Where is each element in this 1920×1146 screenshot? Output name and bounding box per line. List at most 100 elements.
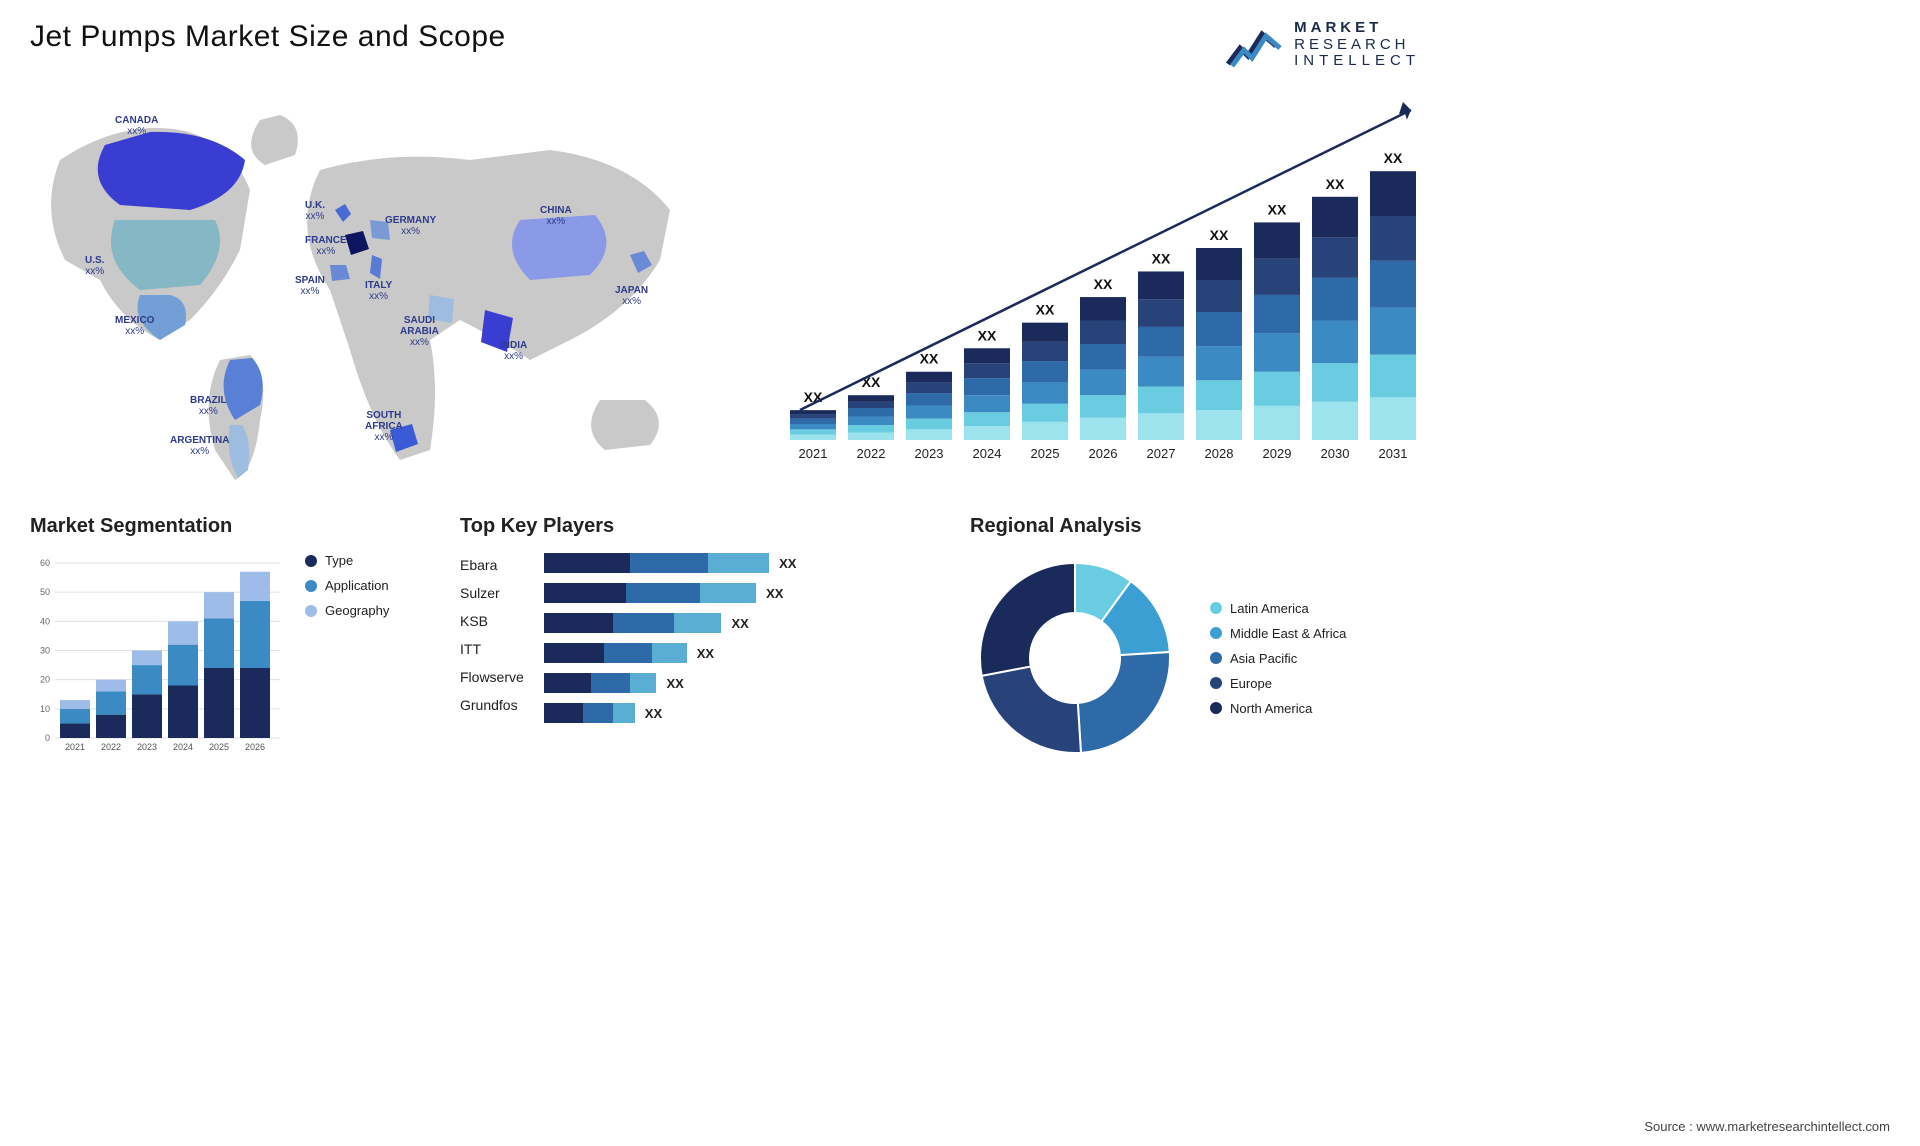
legend-label: Geography: [325, 603, 389, 618]
segmentation-legend-item: Geography: [305, 603, 389, 618]
svg-text:2028: 2028: [1205, 446, 1234, 461]
legend-dot-icon: [305, 555, 317, 567]
legend-label: Middle East & Africa: [1230, 626, 1346, 641]
legend-dot-icon: [1210, 627, 1222, 639]
country-label-canada: CANADAxx%: [115, 115, 158, 137]
brand-logo: MARKET RESEARCH INTELLECT: [1224, 20, 1420, 70]
player-bar-segment: [613, 703, 635, 723]
player-value-label: XX: [666, 676, 683, 691]
svg-text:2026: 2026: [1089, 446, 1118, 461]
svg-text:XX: XX: [862, 374, 881, 390]
player-value-label: XX: [697, 646, 714, 661]
player-bar-row: XX: [544, 673, 940, 693]
player-bar: [544, 643, 687, 663]
svg-text:60: 60: [40, 558, 50, 568]
svg-text:2023: 2023: [915, 446, 944, 461]
player-bar-segment: [544, 643, 605, 663]
player-bar-segment: [544, 613, 613, 633]
player-bar-segment: [613, 613, 674, 633]
segmentation-title: Market Segmentation: [30, 515, 430, 538]
legend-label: Asia Pacific: [1230, 651, 1297, 666]
player-name: Flowserve: [460, 669, 524, 685]
country-label-southafrica: SOUTHAFRICAxx%: [365, 410, 403, 443]
svg-text:2029: 2029: [1263, 446, 1292, 461]
player-bar-segment: [700, 583, 756, 603]
legend-label: Type: [325, 553, 353, 568]
svg-text:2024: 2024: [173, 742, 193, 752]
player-bar-segment: [544, 703, 583, 723]
svg-text:2026: 2026: [245, 742, 265, 752]
svg-text:30: 30: [40, 646, 50, 656]
logo-line2: RESEARCH: [1294, 37, 1420, 54]
legend-label: Latin America: [1230, 601, 1309, 616]
country-label-france: FRANCExx%: [305, 235, 347, 257]
svg-text:XX: XX: [1094, 276, 1113, 292]
growth-chart-panel: XX2021XX2022XX2023XX2024XX2025XX2026XX20…: [770, 90, 1430, 490]
player-names-list: EbaraSulzerKSBITTFlowserveGrundfos: [460, 553, 524, 713]
player-bar-row: XX: [544, 613, 940, 633]
svg-text:2027: 2027: [1147, 446, 1176, 461]
svg-text:40: 40: [40, 616, 50, 626]
player-bar-segment: [626, 583, 700, 603]
svg-text:2022: 2022: [101, 742, 121, 752]
svg-text:XX: XX: [1384, 150, 1403, 166]
country-label-mexico: MEXICOxx%: [115, 315, 154, 337]
regional-donut: [970, 553, 1180, 763]
country-label-us: U.S.xx%: [85, 255, 104, 277]
page-title: Jet Pumps Market Size and Scope: [30, 20, 506, 54]
logo-icon: [1224, 20, 1284, 70]
country-label-china: CHINAxx%: [540, 205, 572, 227]
svg-text:XX: XX: [1210, 227, 1229, 243]
regional-legend-item: Europe: [1210, 676, 1346, 691]
svg-text:XX: XX: [1152, 250, 1171, 266]
svg-text:XX: XX: [1268, 201, 1287, 217]
player-bar-segment: [630, 553, 708, 573]
player-value-label: XX: [645, 706, 662, 721]
legend-label: North America: [1230, 701, 1312, 716]
regional-legend-item: Latin America: [1210, 601, 1346, 616]
player-name: Grundfos: [460, 697, 524, 713]
segmentation-panel: Market Segmentation 01020304050602021202…: [30, 515, 430, 763]
svg-text:XX: XX: [978, 327, 997, 343]
svg-text:2023: 2023: [137, 742, 157, 752]
svg-text:2031: 2031: [1379, 446, 1408, 461]
country-label-germany: GERMANYxx%: [385, 215, 436, 237]
svg-text:20: 20: [40, 675, 50, 685]
country-label-india: INDIAxx%: [500, 340, 527, 362]
svg-text:XX: XX: [1326, 176, 1345, 192]
player-bar-segment: [591, 673, 630, 693]
svg-text:0: 0: [45, 733, 50, 743]
country-label-argentina: ARGENTINAxx%: [170, 435, 229, 457]
player-value-label: XX: [731, 616, 748, 631]
player-bar-segment: [652, 643, 687, 663]
player-bar-segment: [583, 703, 613, 723]
svg-text:XX: XX: [1036, 302, 1055, 318]
growth-chart: XX2021XX2022XX2023XX2024XX2025XX2026XX20…: [770, 90, 1430, 490]
player-bar: [544, 613, 722, 633]
player-bar-segment: [544, 553, 631, 573]
legend-dot-icon: [1210, 602, 1222, 614]
world-map-panel: CANADAxx% U.S.xx% MEXICOxx% BRAZILxx% ARGENT…: [30, 90, 730, 490]
players-panel: Top Key Players EbaraSulzerKSBITTFlowser…: [460, 515, 940, 763]
svg-text:XX: XX: [920, 351, 939, 367]
legend-label: Application: [325, 578, 389, 593]
country-label-japan: JAPANxx%: [615, 285, 648, 307]
player-value-label: XX: [779, 556, 796, 571]
legend-dot-icon: [305, 580, 317, 592]
legend-dot-icon: [1210, 677, 1222, 689]
legend-dot-icon: [1210, 652, 1222, 664]
regional-legend: Latin America Middle East & Africa Asia Pa…: [1210, 601, 1346, 716]
svg-text:10: 10: [40, 704, 50, 714]
segmentation-legend-item: Type: [305, 553, 389, 568]
player-bar-row: XX: [544, 643, 940, 663]
regional-legend-item: North America: [1210, 701, 1346, 716]
players-title: Top Key Players: [460, 515, 940, 538]
player-bar: [544, 583, 756, 603]
svg-text:2024: 2024: [973, 446, 1002, 461]
logo-line3: INTELLECT: [1294, 53, 1420, 70]
player-bars-list: XX XX XX XX XX XX: [544, 553, 940, 723]
player-bar: [544, 553, 769, 573]
player-value-label: XX: [766, 586, 783, 601]
country-label-brazil: BRAZILxx%: [190, 395, 227, 417]
segmentation-chart: 0102030405060202120222023202420252026: [30, 553, 280, 763]
